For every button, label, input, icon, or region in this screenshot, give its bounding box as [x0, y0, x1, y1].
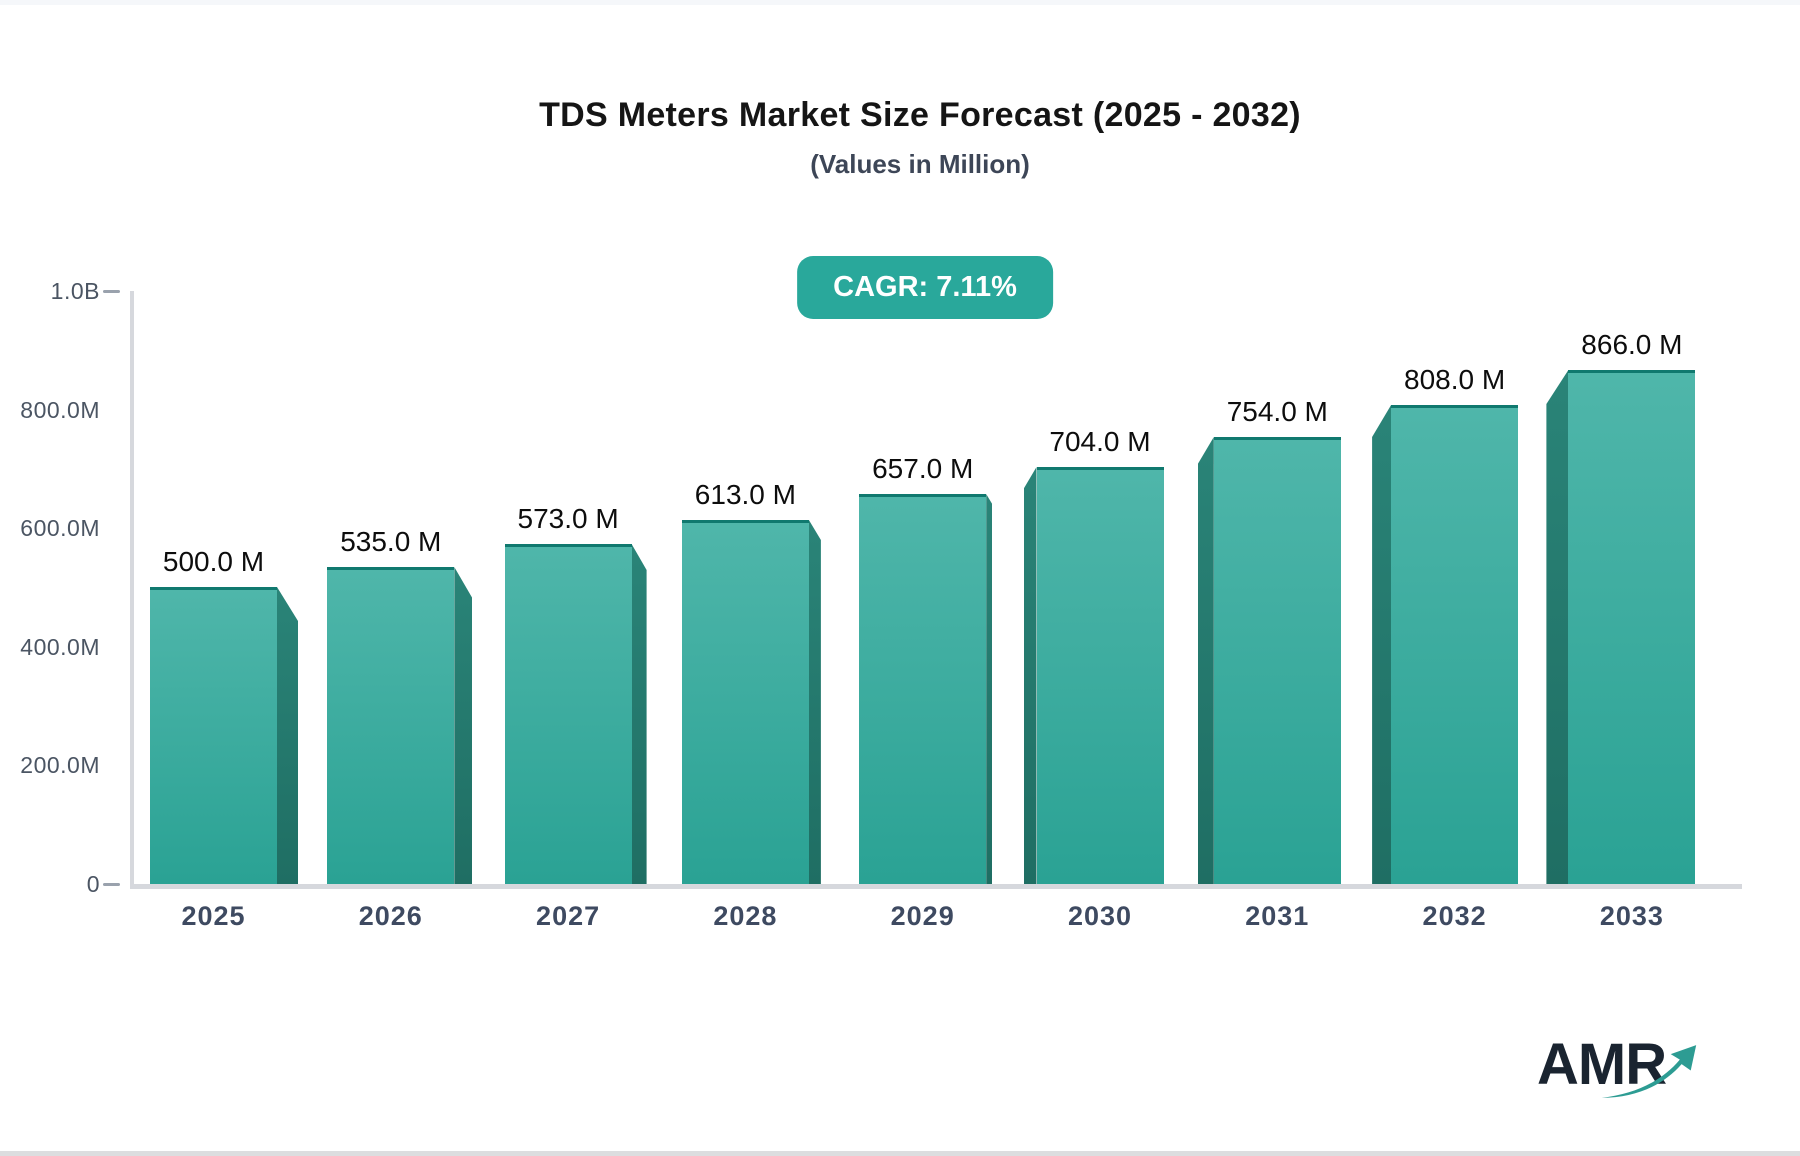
bar-value-label: 866.0 M: [1581, 329, 1683, 360]
bar-value-label: 808.0 M: [1404, 364, 1506, 395]
bar-value-label: 613.0 M: [694, 479, 796, 510]
x-axis-category-label: 2033: [1599, 901, 1664, 931]
chart-subtitle: (Values in Million): [810, 149, 1030, 179]
x-axis-category-label: 2031: [1245, 901, 1310, 931]
y-axis-tick-label: 0: [86, 871, 100, 897]
x-axis-category-label: 2027: [536, 901, 601, 931]
bar: [1036, 467, 1164, 884]
bar: [504, 544, 632, 884]
bar-3d-side: [1372, 405, 1392, 884]
bar-value-label: 573.0 M: [517, 503, 619, 534]
bar-3d-side: [277, 587, 298, 884]
logo-growth-arrow-icon: [1601, 1045, 1697, 1098]
bar-3d-side: [986, 494, 993, 884]
bar-value-label: 704.0 M: [1049, 426, 1151, 457]
y-axis-line: [130, 291, 134, 889]
bar-value-label: 754.0 M: [1226, 396, 1328, 427]
y-axis-tick-mark: [103, 882, 120, 886]
bar-3d-side: [454, 567, 473, 884]
bar-3d-side: [1023, 467, 1037, 884]
bar-value-label: 500.0 M: [162, 546, 265, 577]
y-axis-tick-label: 1.0B: [50, 278, 100, 304]
y-axis-tick-label: 800.0M: [20, 396, 100, 423]
bar: [859, 494, 987, 884]
bar: [1391, 405, 1519, 884]
y-axis-tick-label: 600.0M: [20, 515, 100, 542]
bar-3d-side: [1197, 437, 1214, 884]
bar-3d-side: [808, 520, 821, 884]
bar: [327, 567, 455, 884]
top-edge-strip: [0, 0, 1800, 5]
x-axis-category-label: 2032: [1422, 901, 1487, 931]
bar: [1213, 437, 1341, 884]
bar: [1568, 370, 1696, 884]
brand-logo: AMR: [1537, 1036, 1667, 1094]
bottom-edge-strip: [0, 1151, 1800, 1156]
x-axis-category-label: 2028: [713, 901, 778, 931]
bar-3d-side: [631, 544, 647, 884]
x-axis-category-label: 2029: [890, 901, 955, 931]
bar-value-label: 535.0 M: [340, 526, 442, 557]
y-axis-tick-label: 200.0M: [20, 752, 100, 779]
logo-text: AMR: [1537, 1032, 1667, 1097]
bar: [681, 520, 809, 884]
x-axis-category-label: 2026: [358, 901, 423, 931]
y-axis-tick-mark: [103, 289, 120, 293]
x-axis-line: [130, 884, 1742, 889]
x-axis-category-label: 2030: [1067, 901, 1133, 931]
bar-value-label: 657.0 M: [872, 453, 974, 484]
chart-title: TDS Meters Market Size Forecast (2025 - …: [539, 96, 1301, 134]
cagr-badge: CAGR: 7.11%: [797, 256, 1053, 319]
bar-3d-side: [1546, 370, 1569, 884]
y-axis-tick-label: 400.0M: [20, 633, 100, 660]
bar: [150, 587, 277, 884]
x-axis-category-label: 2025: [181, 901, 246, 931]
